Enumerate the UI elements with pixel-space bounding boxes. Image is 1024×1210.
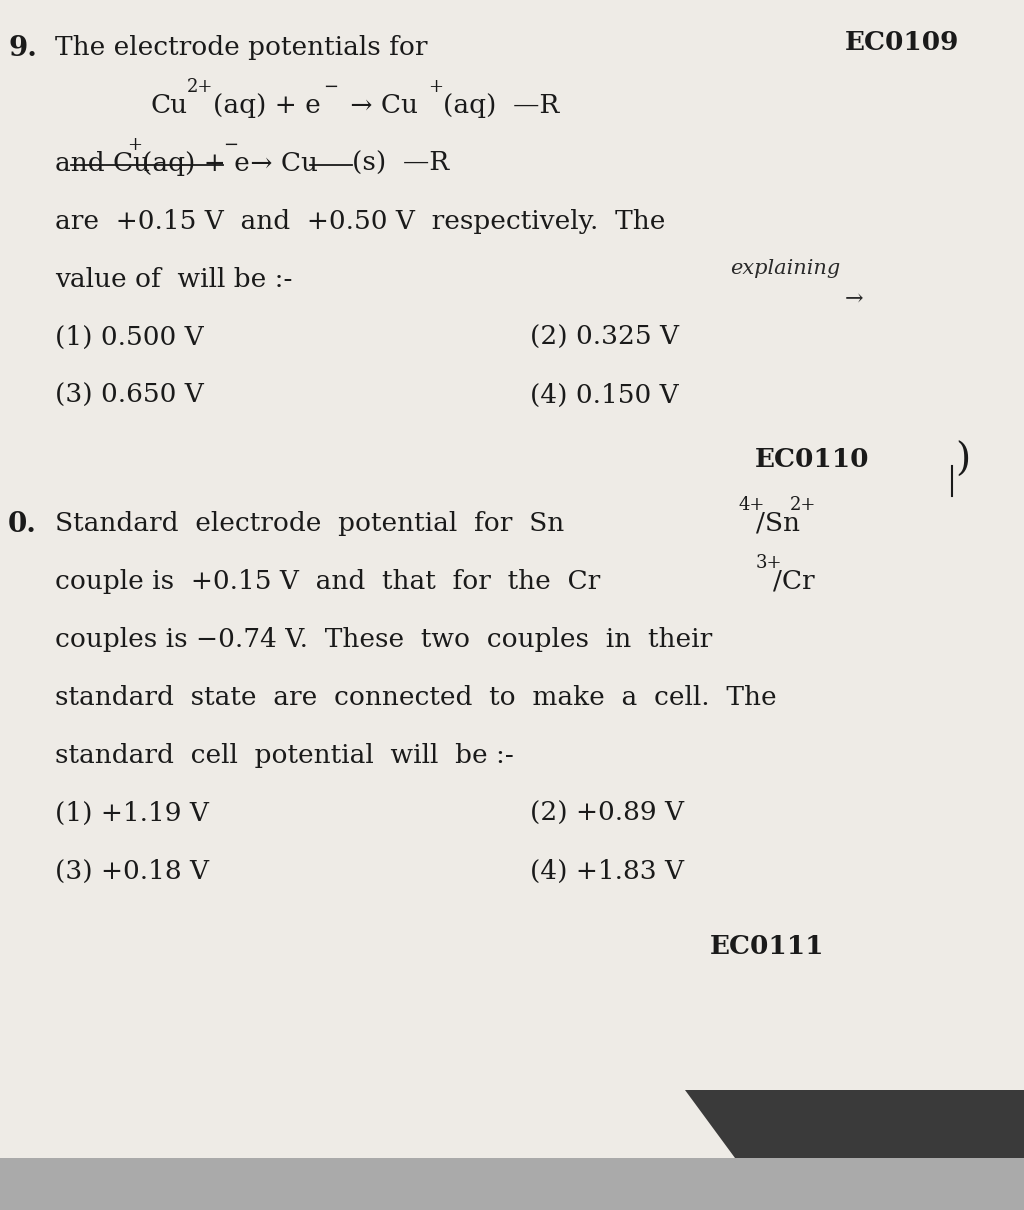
Text: →: → xyxy=(845,289,863,311)
Polygon shape xyxy=(685,1090,1024,1158)
Text: /Sn: /Sn xyxy=(756,511,800,536)
Text: couple is  +0.15 V  and  that  for  the  Cr: couple is +0.15 V and that for the Cr xyxy=(55,569,600,594)
Text: (4) +1.83 V: (4) +1.83 V xyxy=(530,859,684,883)
Text: and Cu: and Cu xyxy=(55,151,151,175)
Text: couples is −0.74 V.  These  two  couples  in  their: couples is −0.74 V. These two couples in… xyxy=(55,627,713,652)
Text: +: + xyxy=(428,77,443,96)
Bar xyxy=(0,1158,1024,1210)
Text: 2+: 2+ xyxy=(790,496,816,513)
Text: 3+: 3+ xyxy=(756,554,782,571)
Text: standard  state  are  connected  to  make  a  cell.  The: standard state are connected to make a c… xyxy=(55,685,776,709)
Text: Standard  electrode  potential  for  Sn: Standard electrode potential for Sn xyxy=(55,511,564,536)
Text: Cu: Cu xyxy=(150,93,187,119)
Text: 2+: 2+ xyxy=(186,77,213,96)
Text: EC0109: EC0109 xyxy=(845,30,959,54)
Text: 9.: 9. xyxy=(8,35,37,62)
Text: 0.: 0. xyxy=(8,511,37,537)
Text: (3) +0.18 V: (3) +0.18 V xyxy=(55,859,209,883)
Text: The electrode potentials for: The electrode potentials for xyxy=(55,35,427,60)
Text: EC0110: EC0110 xyxy=(755,446,869,472)
Text: ): ) xyxy=(955,442,971,479)
Text: value of  will be :-: value of will be :- xyxy=(55,267,293,292)
Text: (3) 0.650 V: (3) 0.650 V xyxy=(55,384,204,408)
Text: (1) 0.500 V: (1) 0.500 V xyxy=(55,325,204,350)
Text: 4+: 4+ xyxy=(738,496,765,513)
Text: (aq) + e: (aq) + e xyxy=(142,151,250,175)
Text: (aq) + e: (aq) + e xyxy=(213,93,321,119)
Text: +: + xyxy=(127,136,142,154)
Text: −: − xyxy=(323,77,338,96)
Text: → Cu: → Cu xyxy=(342,93,418,119)
Text: (1) +1.19 V: (1) +1.19 V xyxy=(55,801,209,825)
Text: (s)  —R: (s) —R xyxy=(352,151,450,175)
Text: /Cr: /Cr xyxy=(773,569,815,594)
Text: are  +0.15 V  and  +0.50 V  respectively.  The: are +0.15 V and +0.50 V respectively. Th… xyxy=(55,209,666,234)
Text: EC0111: EC0111 xyxy=(710,934,824,960)
Text: (4) 0.150 V: (4) 0.150 V xyxy=(530,384,679,408)
Text: 155: 155 xyxy=(833,1096,908,1130)
Text: −: − xyxy=(223,136,239,154)
Text: standard  cell  potential  will  be :-: standard cell potential will be :- xyxy=(55,743,514,767)
Text: (2) 0.325 V: (2) 0.325 V xyxy=(530,325,679,350)
Text: (aq)  —R: (aq) —R xyxy=(443,93,559,119)
Text: (2) +0.89 V: (2) +0.89 V xyxy=(530,801,684,825)
Text: explaining: explaining xyxy=(730,259,841,278)
Text: → Cu: → Cu xyxy=(242,151,318,175)
